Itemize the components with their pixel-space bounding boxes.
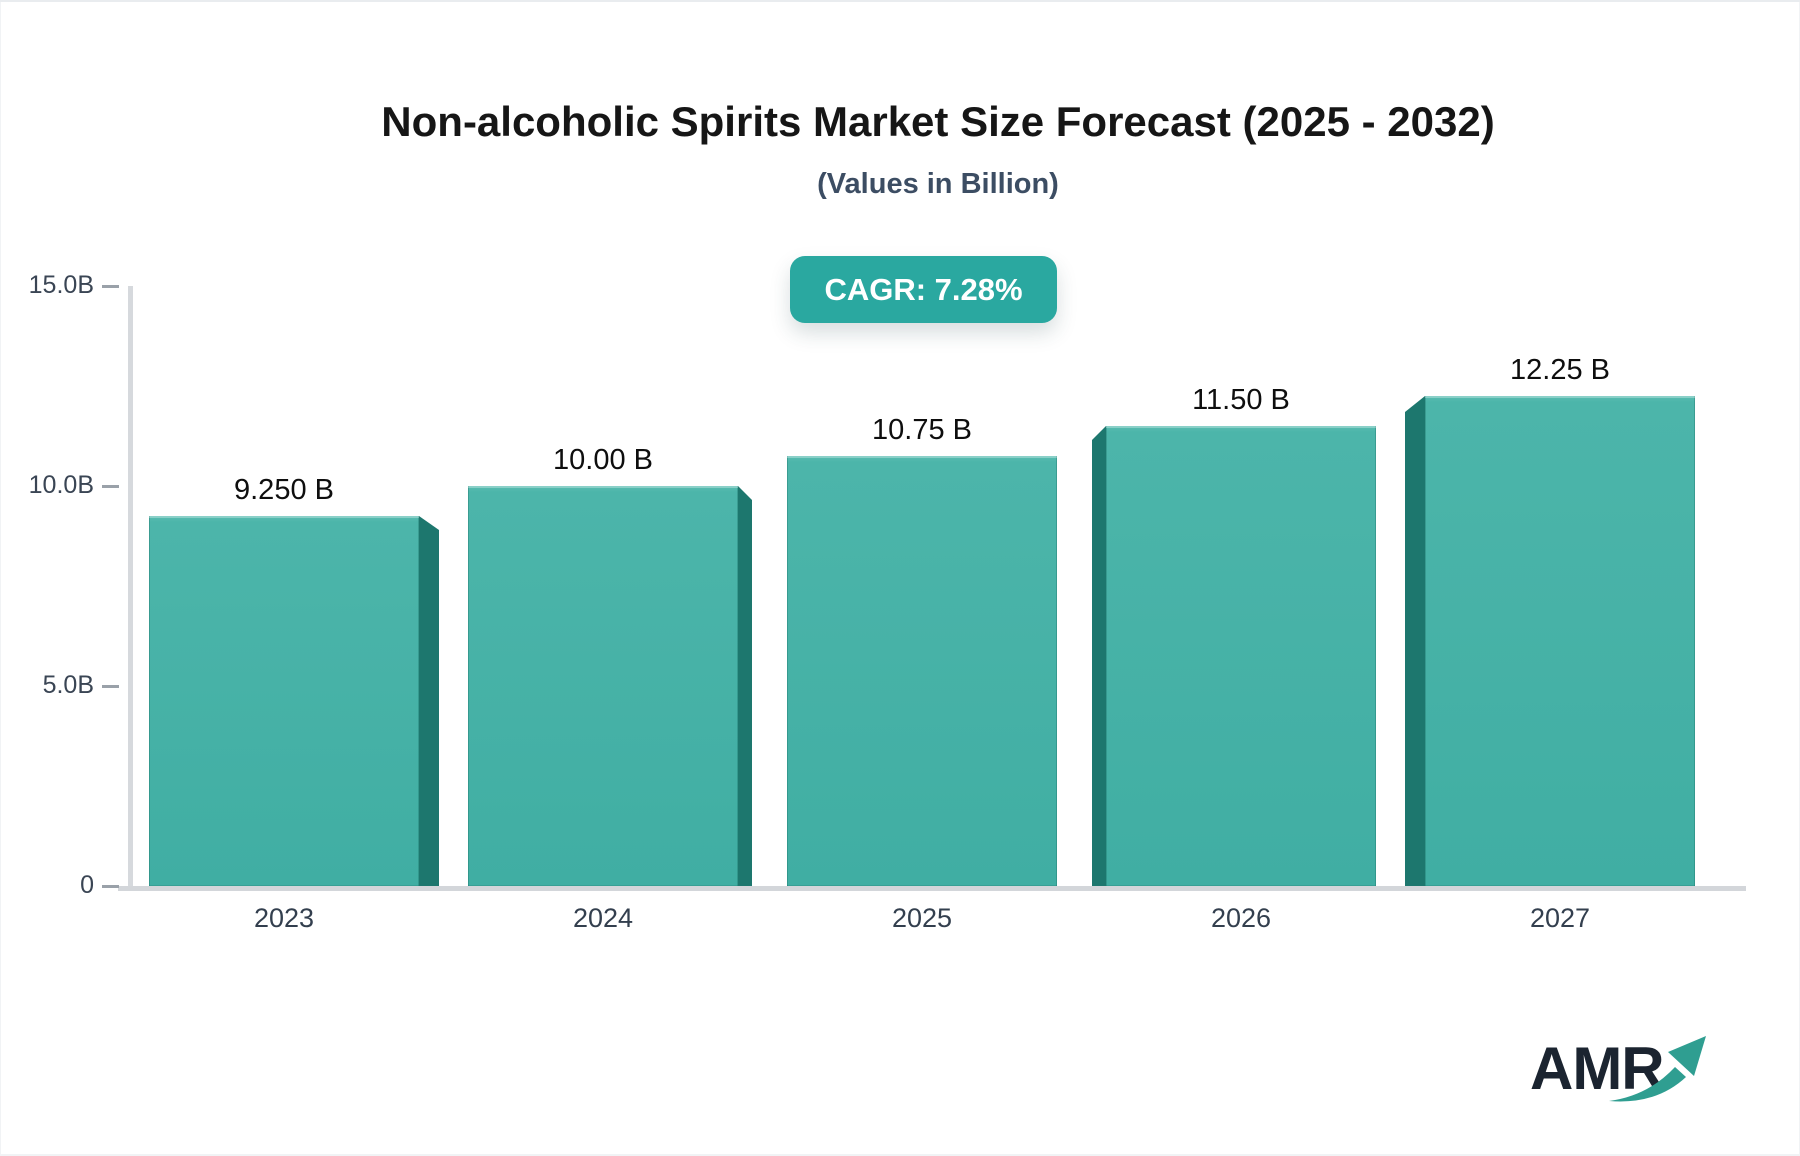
cagr-badge: CAGR: 7.28% [790, 256, 1057, 323]
amr-logo: AMR [1530, 1030, 1720, 1110]
y-axis-tick [102, 285, 119, 288]
bar-value-label: 12.25 B [1510, 354, 1610, 386]
x-axis-label-2027: 2027 [1529, 903, 1591, 933]
y-axis-tick-label: 5.0B [42, 671, 94, 699]
bar-value-label: 10.75 B [872, 414, 972, 446]
bar-value-label: 10.00 B [553, 444, 653, 476]
x-axis-label-2025: 2025 [891, 903, 953, 933]
bar-2023-side [419, 516, 439, 886]
bar-2026 [1106, 426, 1376, 886]
chart-title: Non-alcoholic Spirits Market Size Foreca… [381, 98, 1495, 145]
growth-arrow-icon [1609, 1036, 1706, 1102]
bar-2027 [1425, 396, 1695, 886]
bar-2023 [149, 516, 419, 886]
bar-2024-side [738, 486, 752, 886]
y-axis-tick-label: 15.0B [28, 271, 94, 299]
y-axis-tick [102, 485, 119, 488]
bar-2024 [468, 486, 738, 886]
y-axis-tick [102, 885, 119, 888]
amr-logo-text: AMR [1530, 1035, 1665, 1102]
x-axis-label-2023: 2023 [253, 903, 315, 933]
cagr-badge-label: CAGR: 7.28% [824, 271, 1023, 307]
x-axis-label-2024: 2024 [572, 903, 634, 933]
x-axis-line [118, 886, 1746, 891]
y-axis-tick-label: 10.0B [28, 471, 94, 499]
y-axis-line [128, 286, 133, 886]
x-axis-label-2026: 2026 [1210, 903, 1272, 933]
bar-2026-side [1092, 426, 1106, 886]
bar-value-label: 11.50 B [1192, 384, 1290, 416]
chart-subtitle: (Values in Billion) [817, 168, 1059, 200]
y-axis-tick-label: 0 [80, 871, 94, 899]
bar-2027-side [1405, 396, 1425, 886]
bar-value-label: 9.250 B [234, 474, 334, 506]
bar-2025 [787, 456, 1057, 886]
y-axis-tick [102, 685, 119, 688]
